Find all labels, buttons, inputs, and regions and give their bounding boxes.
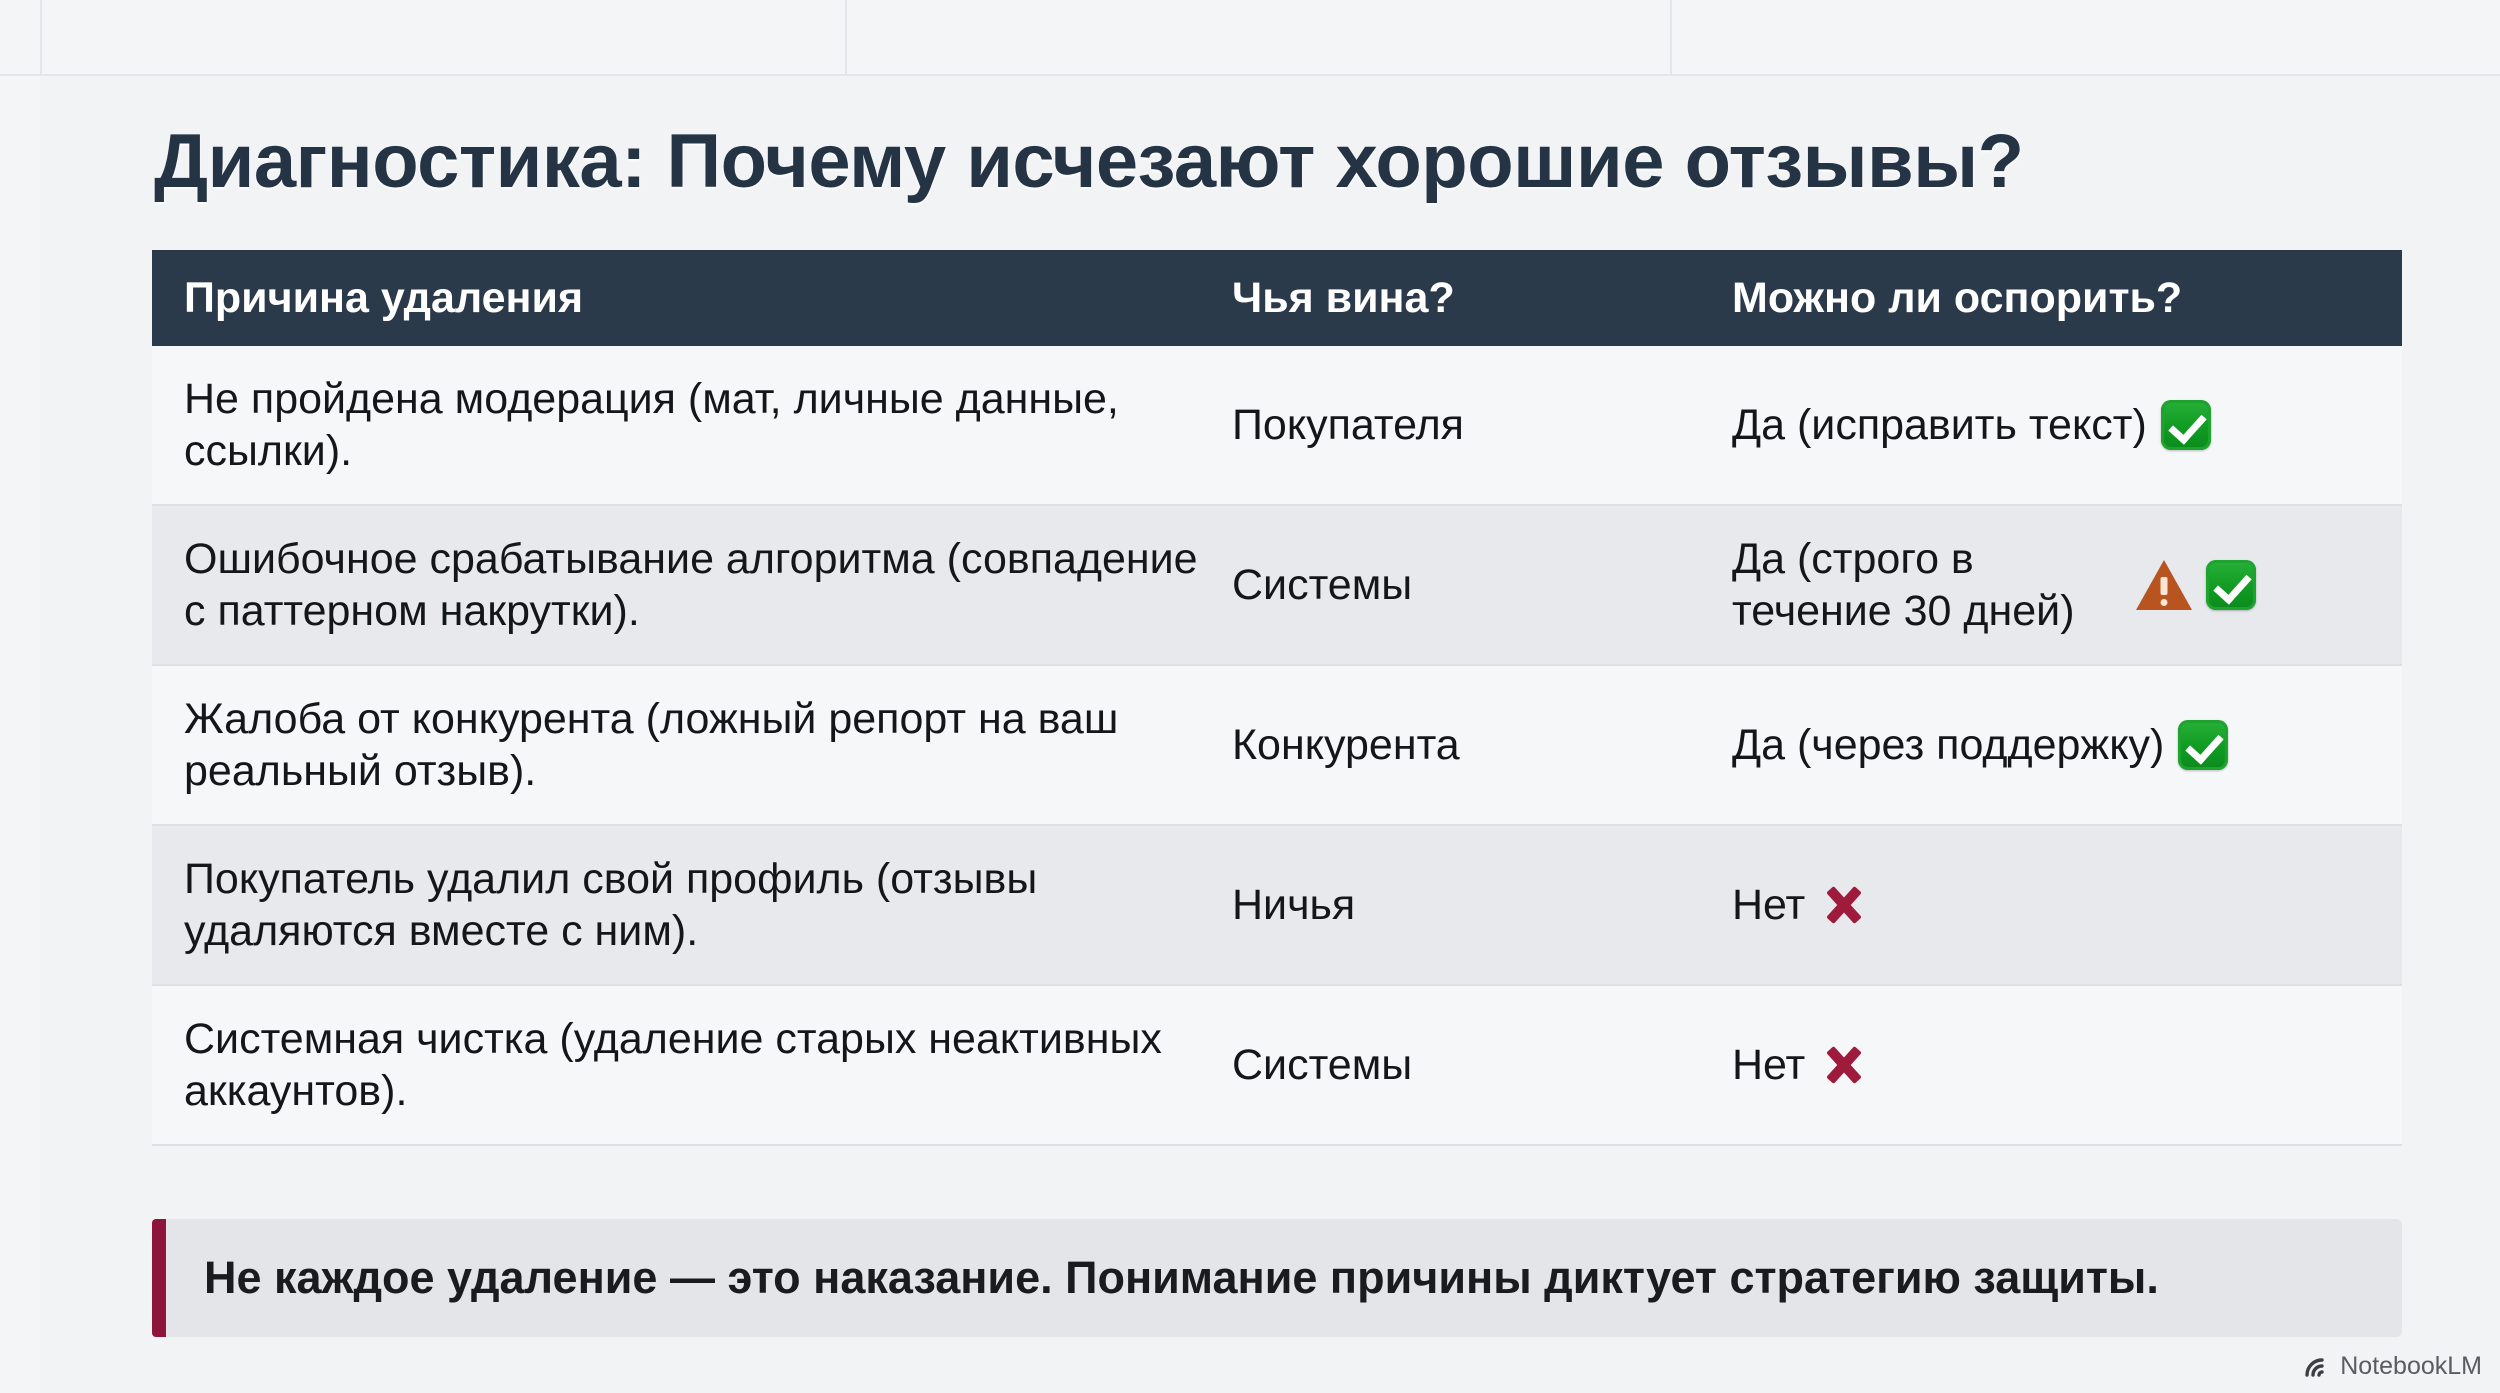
contest-text: Нет (1732, 1040, 1806, 1089)
table-row: Не пройдена модерация (мат, личные данны… (152, 346, 2402, 506)
contest-text: Да (исправить текст) (1732, 400, 2147, 449)
column-header-contest: Можно ли оспорить? (1732, 273, 2183, 322)
cell-reason: Жалоба от конкурента (ложный репорт на в… (184, 694, 1119, 795)
notebooklm-watermark: NotebookLM (2304, 1352, 2482, 1381)
notebooklm-logo-icon (2304, 1356, 2331, 1378)
contest-text: Да (строго в течение 30 дней) (1732, 534, 2075, 635)
cell-contest: Нет (1732, 879, 2402, 931)
callout-text: Не каждое удаление — это наказание. Пони… (204, 1252, 2159, 1303)
cell-fault: Системы (1232, 560, 1413, 609)
column-header-fault: Чья вина? (1232, 273, 1455, 322)
slide-body: Диагностика: Почему исчезают хорошие отз… (40, 76, 2500, 1393)
diagnostics-table: Причина удаления Чья вина? Можно ли оспо… (152, 250, 2402, 1146)
contest-text: Да (через поддержку) (1732, 720, 2165, 769)
cell-contest: Нет (1732, 1039, 2402, 1091)
cell-fault: Покупателя (1232, 400, 1464, 449)
cell-contest: Да (исправить текст) (1732, 399, 2402, 451)
cell-contest: Да (строго в течение 30 дней) (1732, 533, 2402, 638)
cell-reason: Системная чистка (удаление старых неакти… (184, 1014, 1162, 1115)
page-title: Диагностика: Почему исчезают хорошие отз… (154, 119, 2024, 204)
cell-fault: Конкурента (1232, 720, 1460, 769)
cell-fault: Системы (1232, 1040, 1413, 1089)
table-row: Ошибочное срабатывание алгоритма (совпад… (152, 506, 2402, 666)
watermark-label: NotebookLM (2340, 1352, 2482, 1380)
contest-text: Нет (1732, 880, 1806, 929)
red-cross-icon (1819, 1040, 1869, 1090)
green-check-icon (2160, 399, 2211, 450)
table-row: Системная чистка (удаление старых неакти… (152, 986, 2402, 1146)
cell-contest: Да (через поддержку) (1732, 719, 2402, 771)
cell-reason: Покупатель удалил свой профиль (отзывы у… (184, 854, 1038, 955)
red-cross-icon (1819, 880, 1869, 930)
warning-triangle-icon (2136, 560, 2192, 610)
table-row: Жалоба от конкурента (ложный репорт на в… (152, 666, 2402, 826)
cell-fault: Ничья (1232, 880, 1356, 929)
cell-reason: Не пройдена модерация (мат, личные данны… (184, 374, 1119, 475)
green-check-icon (2206, 560, 2256, 610)
cell-reason: Ошибочное срабатывание алгоритма (совпад… (184, 534, 1198, 635)
table-row: Покупатель удалил свой профиль (отзывы у… (152, 826, 2402, 986)
summary-callout: Не каждое удаление — это наказание. Пони… (152, 1219, 2402, 1337)
grid-line-horizontal (0, 74, 2500, 76)
green-check-icon (2178, 719, 2229, 770)
column-header-reason: Причина удаления (184, 273, 584, 322)
table-header-row: Причина удаления Чья вина? Можно ли оспо… (152, 250, 2402, 346)
